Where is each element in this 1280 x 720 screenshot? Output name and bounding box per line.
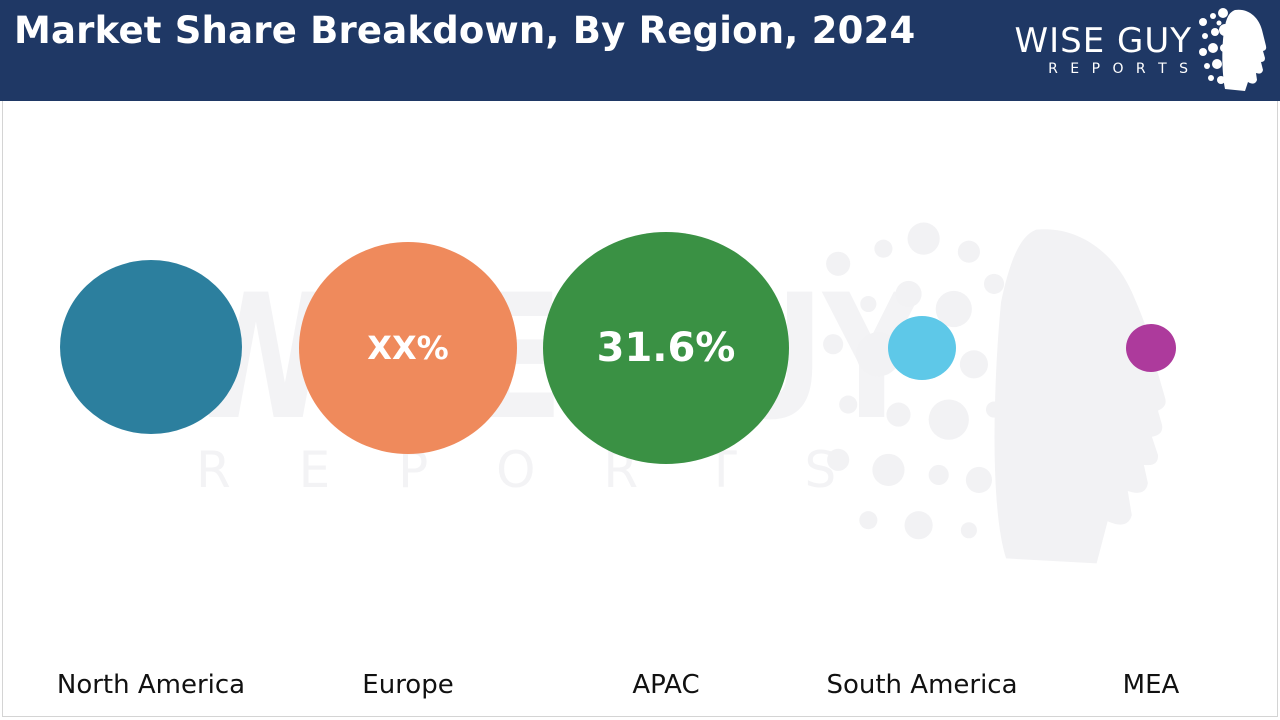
logo-wordmark-line2: R E P O R T S (1048, 60, 1192, 77)
watermark-head-icon (823, 222, 1166, 564)
bubble-apac: 31.6% (543, 232, 789, 464)
bubble-value-label: 31.6% (596, 325, 736, 371)
region-label-europe: Europe (362, 670, 454, 700)
logo-wordmark: WISE GUY R E P O R T S (1014, 21, 1192, 77)
header: Market Share Breakdown, By Region, 2024 … (0, 0, 1280, 101)
page-title: Market Share Breakdown, By Region, 2024 (14, 9, 916, 52)
watermark-reports: R E P O R T S (196, 441, 863, 499)
logo-head-icon (1199, 8, 1267, 91)
bubble-north-america (60, 260, 242, 434)
region-label-mea: MEA (1122, 670, 1180, 700)
logo-wordmark-line1: WISE GUY (1014, 21, 1192, 62)
region-label-apac: APAC (632, 670, 700, 700)
bubble-europe: XX% (299, 242, 517, 454)
region-label-south-america: South America (826, 670, 1018, 700)
bubble-south-america (888, 316, 956, 380)
bubble-value-label: XX% (367, 329, 449, 367)
bubble-mea (1126, 324, 1176, 372)
region-label-north-america: North America (56, 670, 246, 700)
brand-logo: WISE GUY R E P O R T S (1014, 6, 1268, 94)
